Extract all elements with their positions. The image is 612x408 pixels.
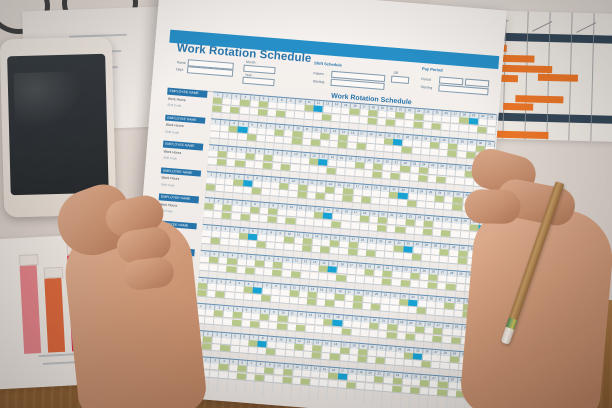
field-label-shift-schedule: Shift Schedule [313,60,343,68]
bar-chart-label [19,254,39,267]
left-hand [48,169,224,408]
employee-work-hours: Work Hours [163,149,182,155]
employee-work-hours: Work Hours [167,96,186,102]
phone-screen[interactable] [7,53,109,196]
field-label-starting-1: Starting [312,79,325,85]
employee-shift-code: Shift Code [165,129,180,135]
right-palm [458,202,612,408]
field-label-pay-period: Pay Period [421,66,443,73]
field-label-month: Month [245,59,256,65]
field-label-period: Period [421,76,432,82]
shift-cell-empty[interactable] [485,126,497,134]
field-label-pattern: Pattern [313,71,325,77]
field-label-name: Name [176,60,186,66]
right-thumb [464,189,521,225]
field-label-starting-2: Starting [420,84,433,90]
shift-cell-empty[interactable] [486,119,498,127]
field-input-year[interactable] [242,76,275,87]
bar-chart-bar [19,265,42,354]
field-label-off: Off [393,70,399,76]
employee-shift-code: Shift Code [167,102,182,108]
field-input-off[interactable] [390,75,410,84]
employee-work-hours: Work Hours [165,122,184,129]
employee-shift-code: Shift Code [162,155,178,161]
field-label-dept: Dept [176,67,184,72]
